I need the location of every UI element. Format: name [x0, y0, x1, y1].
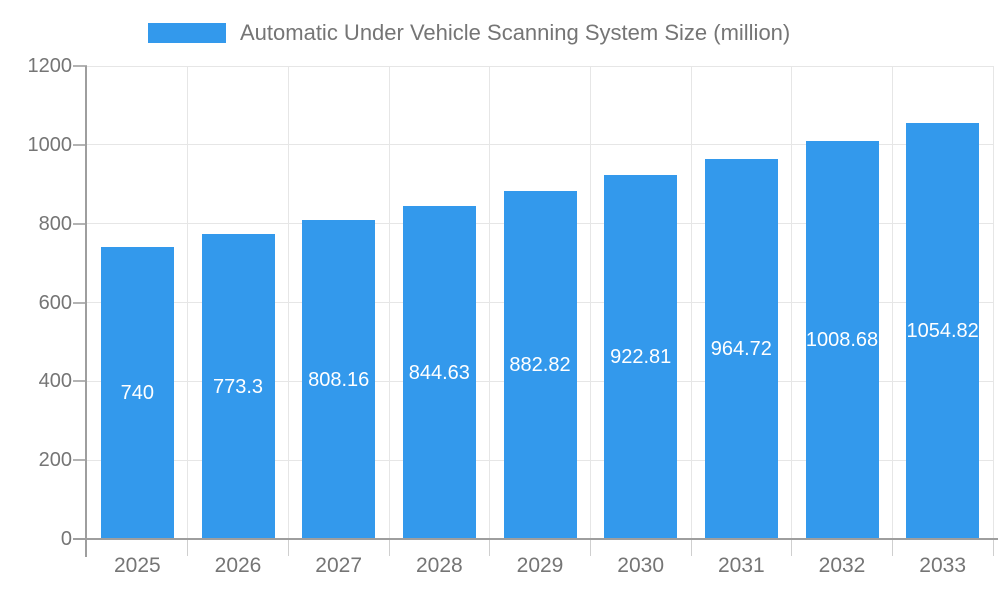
x-tick — [388, 539, 390, 556]
bar[interactable] — [704, 158, 778, 539]
legend-label: Automatic Under Vehicle Scanning System … — [240, 20, 791, 45]
y-axis-label: 1000 — [27, 133, 73, 156]
bar[interactable] — [302, 220, 376, 539]
x-axis-label: 2031 — [717, 554, 765, 577]
x-axis-label: 2025 — [113, 554, 161, 577]
bar-value-label: 1008.68 — [805, 329, 879, 352]
bar-value-label: 922.81 — [610, 346, 672, 369]
bar[interactable] — [402, 206, 476, 539]
y-axis-label: 400 — [38, 370, 72, 393]
bar-value-label: 808.16 — [308, 368, 370, 391]
bar-value-label: 1054.82 — [906, 320, 979, 343]
y-tick — [73, 65, 87, 67]
v-gridline — [489, 66, 491, 539]
x-axis-label: 2032 — [818, 554, 866, 577]
h-gridline — [87, 144, 993, 146]
v-gridline — [388, 66, 390, 539]
x-axis-label: 2029 — [516, 554, 564, 577]
y-tick — [73, 143, 87, 146]
bar-value-label: 844.63 — [408, 361, 470, 384]
y-tick — [73, 459, 87, 462]
bar-value-label: 740 — [120, 382, 155, 405]
bar[interactable] — [503, 191, 577, 539]
bar[interactable] — [201, 234, 275, 539]
y-tick — [73, 301, 87, 304]
x-axis-label: 2026 — [214, 554, 262, 577]
x-axis-label: 2027 — [315, 554, 363, 577]
v-gridline — [690, 66, 692, 539]
x-axis-line — [73, 538, 998, 540]
bar-value-label: 773.3 — [212, 375, 264, 398]
x-tick — [187, 539, 189, 556]
x-tick — [589, 539, 591, 556]
x-tick — [791, 539, 793, 556]
legend-swatch[interactable] — [148, 23, 226, 43]
v-gridline — [287, 66, 289, 539]
x-axis-label: 2028 — [415, 554, 463, 577]
x-tick — [891, 539, 893, 556]
y-tick — [73, 380, 87, 383]
bar[interactable] — [100, 247, 174, 539]
bar-value-label: 882.82 — [509, 354, 571, 376]
x-tick — [992, 539, 994, 556]
x-axis-label: 2030 — [617, 554, 665, 577]
y-axis-label: 800 — [38, 212, 72, 235]
y-axis-label: 1200 — [27, 55, 73, 77]
v-gridline — [187, 66, 189, 539]
y-axis-label: 200 — [38, 449, 72, 472]
y-axis-label: 600 — [38, 291, 72, 314]
h-gridline — [87, 65, 993, 67]
bar-value-label: 964.72 — [710, 337, 772, 360]
v-gridline — [992, 66, 994, 539]
y-tick — [73, 222, 87, 225]
x-axis-label: 2033 — [919, 554, 967, 577]
v-gridline — [791, 66, 793, 539]
y-axis-label: 0 — [60, 528, 72, 550]
bar[interactable] — [906, 123, 980, 539]
y-axis-line — [85, 66, 87, 557]
x-tick — [287, 539, 289, 556]
bar[interactable] — [604, 175, 678, 539]
v-gridline — [589, 66, 591, 539]
x-tick — [489, 539, 491, 556]
x-tick — [690, 539, 692, 556]
v-gridline — [891, 66, 893, 539]
bar[interactable] — [805, 141, 879, 539]
legend: Automatic Under Vehicle Scanning System … — [148, 20, 790, 46]
